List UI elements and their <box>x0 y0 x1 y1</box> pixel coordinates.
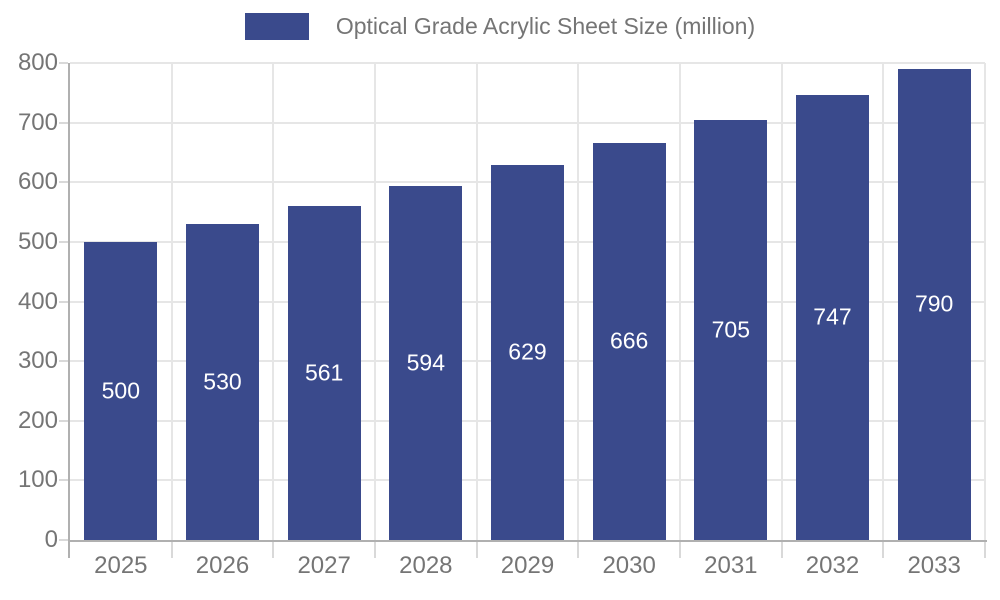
v-gridline <box>170 63 173 540</box>
h-gridline <box>70 62 985 64</box>
legend-swatch <box>244 13 309 41</box>
plot-area: 500 530 561 594 629 666 705 747 790 <box>59 62 987 558</box>
bar-2031: 705 <box>694 119 768 540</box>
x-tick-label: 2032 <box>805 552 860 579</box>
bar-2030: 666 <box>592 142 666 540</box>
bar-2025: 500 <box>84 241 158 540</box>
v-gridline <box>272 63 275 540</box>
x-tick-mark <box>170 542 173 558</box>
x-axis-line <box>68 540 987 542</box>
x-tick-label: 2030 <box>602 552 656 579</box>
v-gridline <box>475 63 478 540</box>
bar-2028: 594 <box>389 185 463 540</box>
x-tick-label: 2031 <box>704 552 758 579</box>
bar-value-label: 594 <box>406 349 445 376</box>
x-tick-mark <box>984 542 986 558</box>
v-gridline <box>577 63 580 540</box>
v-gridline <box>984 63 986 540</box>
y-tick-label: 500 <box>17 227 58 255</box>
y-axis-line <box>68 63 70 558</box>
bar-2027: 561 <box>287 205 361 540</box>
y-tick-mark <box>59 300 68 303</box>
x-tick-label: 2033 <box>907 552 961 579</box>
y-tick-label: 700 <box>17 108 58 136</box>
v-gridline <box>373 63 376 540</box>
v-gridline <box>882 63 885 540</box>
y-tick-label: 200 <box>17 406 58 434</box>
x-tick-mark <box>780 542 783 558</box>
x-tick-mark <box>475 542 478 558</box>
bar-value-label: 500 <box>101 377 140 404</box>
x-tick-label: 2027 <box>297 552 351 579</box>
y-tick-mark <box>59 181 68 184</box>
v-gridline <box>678 63 681 540</box>
bar-value-label: 629 <box>508 338 547 365</box>
y-tick-label: 400 <box>17 287 58 315</box>
x-tick-label: 2029 <box>500 552 555 579</box>
y-tick-mark <box>59 479 68 482</box>
y-tick-label: 100 <box>17 466 58 494</box>
x-tick-label: 2026 <box>195 552 250 579</box>
bar-2029: 629 <box>490 164 565 540</box>
x-tick-mark <box>577 542 580 558</box>
legend-label: Optical Grade Acrylic Sheet Size (millio… <box>335 13 756 39</box>
v-gridline <box>780 63 783 540</box>
x-tick-label: 2028 <box>399 552 453 579</box>
bar-value-label: 561 <box>304 359 344 386</box>
y-axis-labels: 0 100 200 300 400 500 600 700 800 <box>0 51 58 552</box>
legend: Optical Grade Acrylic Sheet Size (millio… <box>0 13 1000 41</box>
x-tick-mark <box>678 542 681 558</box>
y-tick-mark <box>59 62 68 64</box>
y-tick-label: 0 <box>44 526 58 553</box>
y-tick-mark <box>59 539 68 541</box>
x-tick-mark <box>272 542 275 558</box>
y-tick-mark <box>59 121 68 124</box>
bar-2026: 530 <box>185 224 260 540</box>
bar-value-label: 666 <box>609 327 649 354</box>
bar-2033: 790 <box>897 68 971 540</box>
bar-value-label: 530 <box>203 368 242 395</box>
bar-value-label: 705 <box>711 316 750 343</box>
bar-value-label: 790 <box>914 290 954 317</box>
y-tick-label: 300 <box>17 347 58 375</box>
x-axis-labels: 2025 2026 2027 2028 2029 2030 2031 2032 2033 <box>70 552 985 587</box>
y-tick-label: 800 <box>17 49 58 76</box>
y-tick-mark <box>59 240 68 243</box>
x-tick-label: 2025 <box>94 552 148 579</box>
y-tick-mark <box>59 419 68 422</box>
bar-value-label: 747 <box>813 303 852 330</box>
h-gridline <box>70 121 985 124</box>
y-tick-mark <box>59 360 68 363</box>
x-tick-mark <box>373 542 376 558</box>
y-tick-label: 600 <box>17 168 58 196</box>
x-tick-mark <box>882 542 885 558</box>
bar-2032: 747 <box>795 94 870 540</box>
